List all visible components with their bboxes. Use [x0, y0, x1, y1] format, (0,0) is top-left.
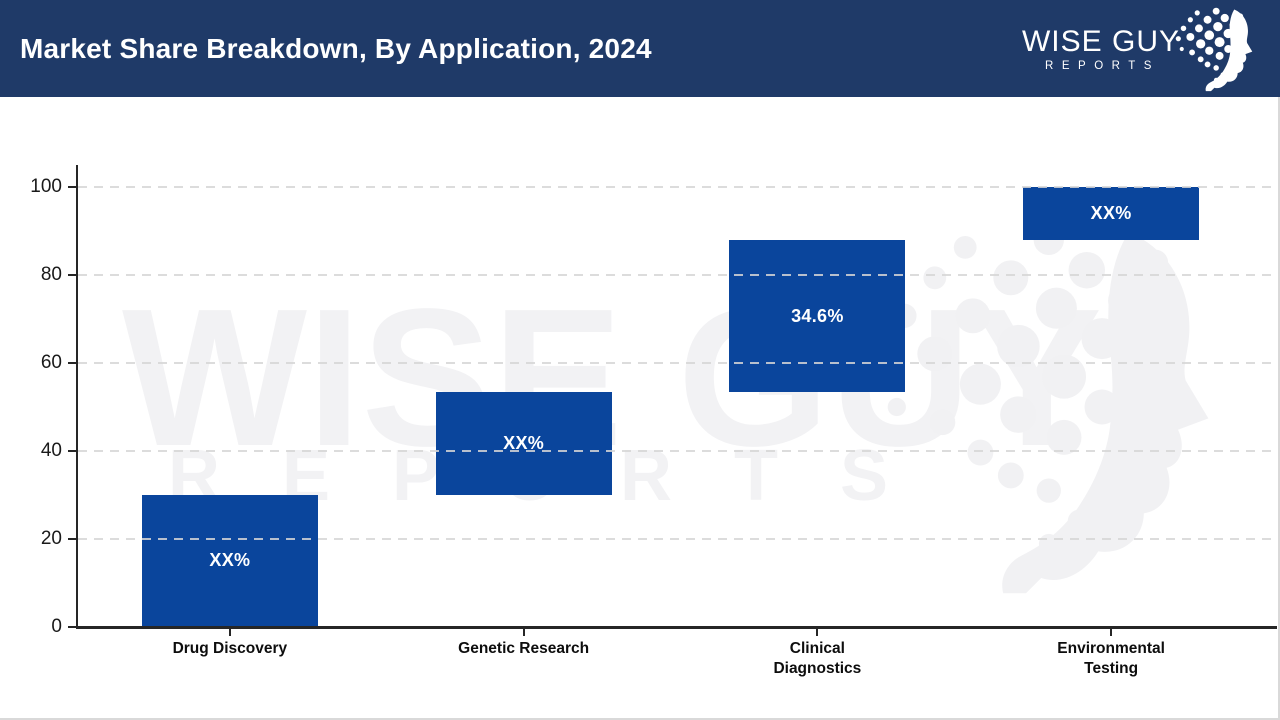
y-axis-tick [68, 449, 76, 452]
bar-genetic-research: XX% [435, 392, 612, 495]
x-axis-tick [1110, 629, 1113, 636]
y-axis-tick-label: 100 [30, 175, 62, 197]
y-axis-tick [68, 361, 76, 364]
y-axis-tick-label: 80 [40, 263, 62, 285]
grid-line [78, 361, 1277, 364]
bar-drug-discovery: XX% [141, 494, 318, 627]
y-axis-tick-label: 40 [40, 439, 62, 461]
x-axis-tick [522, 629, 525, 636]
x-category-label: Environmental Testing [1057, 640, 1165, 677]
y-axis-line [76, 165, 78, 627]
y-axis-tick [68, 185, 76, 188]
chart-title: Market Share Breakdown, By Application, … [20, 32, 652, 64]
wiseguy-logo-text: WISE GUY REPORTS [1022, 25, 1180, 72]
bar-environmental-testing: XX% [1023, 186, 1200, 240]
bar-value-label: XX% [1090, 202, 1132, 223]
wiseguy-logo-reports: REPORTS [1045, 60, 1160, 72]
grid-line [78, 185, 1277, 188]
x-axis-tick [228, 629, 231, 636]
bar-value-label: XX% [503, 433, 545, 454]
x-category-label: Clinical Diagnostics [773, 640, 862, 677]
wiseguy-head-watermark-icon [870, 224, 1209, 594]
x-category-label: Genetic Research [458, 640, 590, 657]
y-axis-tick [68, 273, 76, 276]
bar-value-label: XX% [209, 550, 251, 571]
wiseguy-head-icon [1175, 7, 1253, 91]
bar-clinical-diagnostics: 34.6% [729, 239, 906, 393]
grid-line [78, 273, 1277, 276]
y-axis-tick-label: 0 [51, 616, 62, 637]
y-axis-tick [68, 626, 76, 628]
grid-line [78, 537, 1277, 540]
wiseguy-logo-name: WISE GUY [1021, 25, 1180, 58]
grid-line [78, 449, 1277, 452]
header-bar: Market Share Breakdown, By Application, … [0, 0, 1280, 97]
bar-value-label: 34.6% [791, 305, 844, 326]
x-category-label: Drug Discovery [172, 640, 288, 657]
y-axis-tick-label: 60 [40, 351, 62, 373]
y-axis-tick-label: 20 [40, 527, 62, 549]
wiseguy-logo: WISE GUY REPORTS [1022, 0, 1254, 97]
x-axis-line [76, 626, 1277, 629]
y-axis-tick [68, 537, 76, 540]
x-axis-tick [816, 629, 819, 636]
